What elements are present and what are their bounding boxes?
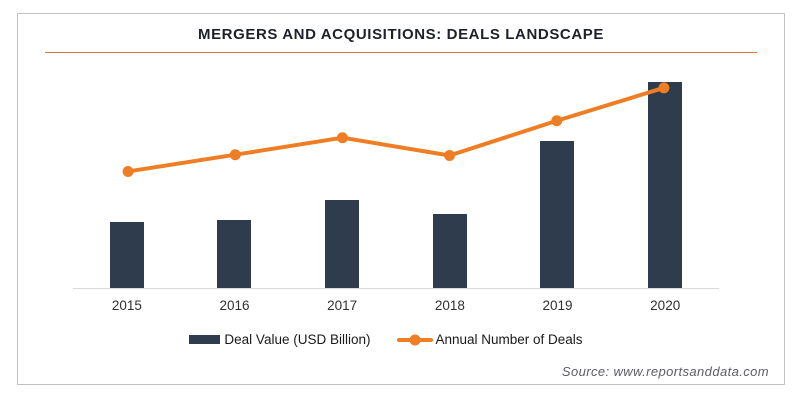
x-label-2017: 2017 <box>327 298 358 313</box>
line-marker-2019 <box>551 115 563 127</box>
line-marker-2015 <box>122 165 134 177</box>
legend-item-annual-deals: Annual Number of Deals <box>397 332 583 347</box>
x-label-2016: 2016 <box>219 298 250 313</box>
annual-deals-line <box>126 85 666 174</box>
bar-2017 <box>325 200 360 288</box>
source-attribution: Source: www.reportsanddata.com <box>561 364 769 379</box>
x-label-2018: 2018 <box>434 298 465 313</box>
legend-label-annual-deals: Annual Number of Deals <box>435 332 583 347</box>
line-marker-2016 <box>229 149 241 161</box>
legend-label-deal-value: Deal Value (USD Billion) <box>224 332 371 347</box>
bar-2015 <box>109 221 144 288</box>
line-marker-2020 <box>658 82 670 94</box>
bar-series <box>73 73 719 288</box>
x-label-2015: 2015 <box>111 298 142 313</box>
legend-item-deal-value: Deal Value (USD Billion) <box>189 332 370 347</box>
line-marker-2018 <box>444 150 456 161</box>
x-label-2020: 2020 <box>650 298 681 313</box>
bar-2016 <box>217 219 252 288</box>
x-label-2019: 2019 <box>542 298 573 313</box>
bar-2020 <box>648 81 683 288</box>
line-marker-2017 <box>336 132 348 144</box>
title-divider <box>45 52 757 53</box>
bar-2018 <box>432 213 467 288</box>
bar-2019 <box>540 140 575 288</box>
chart-card: MERGERS AND ACQUISITIONS: DEALS LANDSCAP… <box>17 13 785 385</box>
bar-swatch-icon <box>189 335 221 344</box>
chart-title: MERGERS AND ACQUISITIONS: DEALS LANDSCAP… <box>197 26 604 43</box>
line-marker-dot-icon <box>409 334 421 345</box>
plot-area <box>73 73 719 289</box>
x-axis-labels: 2015 2016 2017 2018 2019 2020 <box>73 298 719 313</box>
line-swatch-icon <box>397 334 434 345</box>
legend: Deal Value (USD Billion) Annual Number o… <box>18 332 754 347</box>
line-series <box>122 82 670 177</box>
